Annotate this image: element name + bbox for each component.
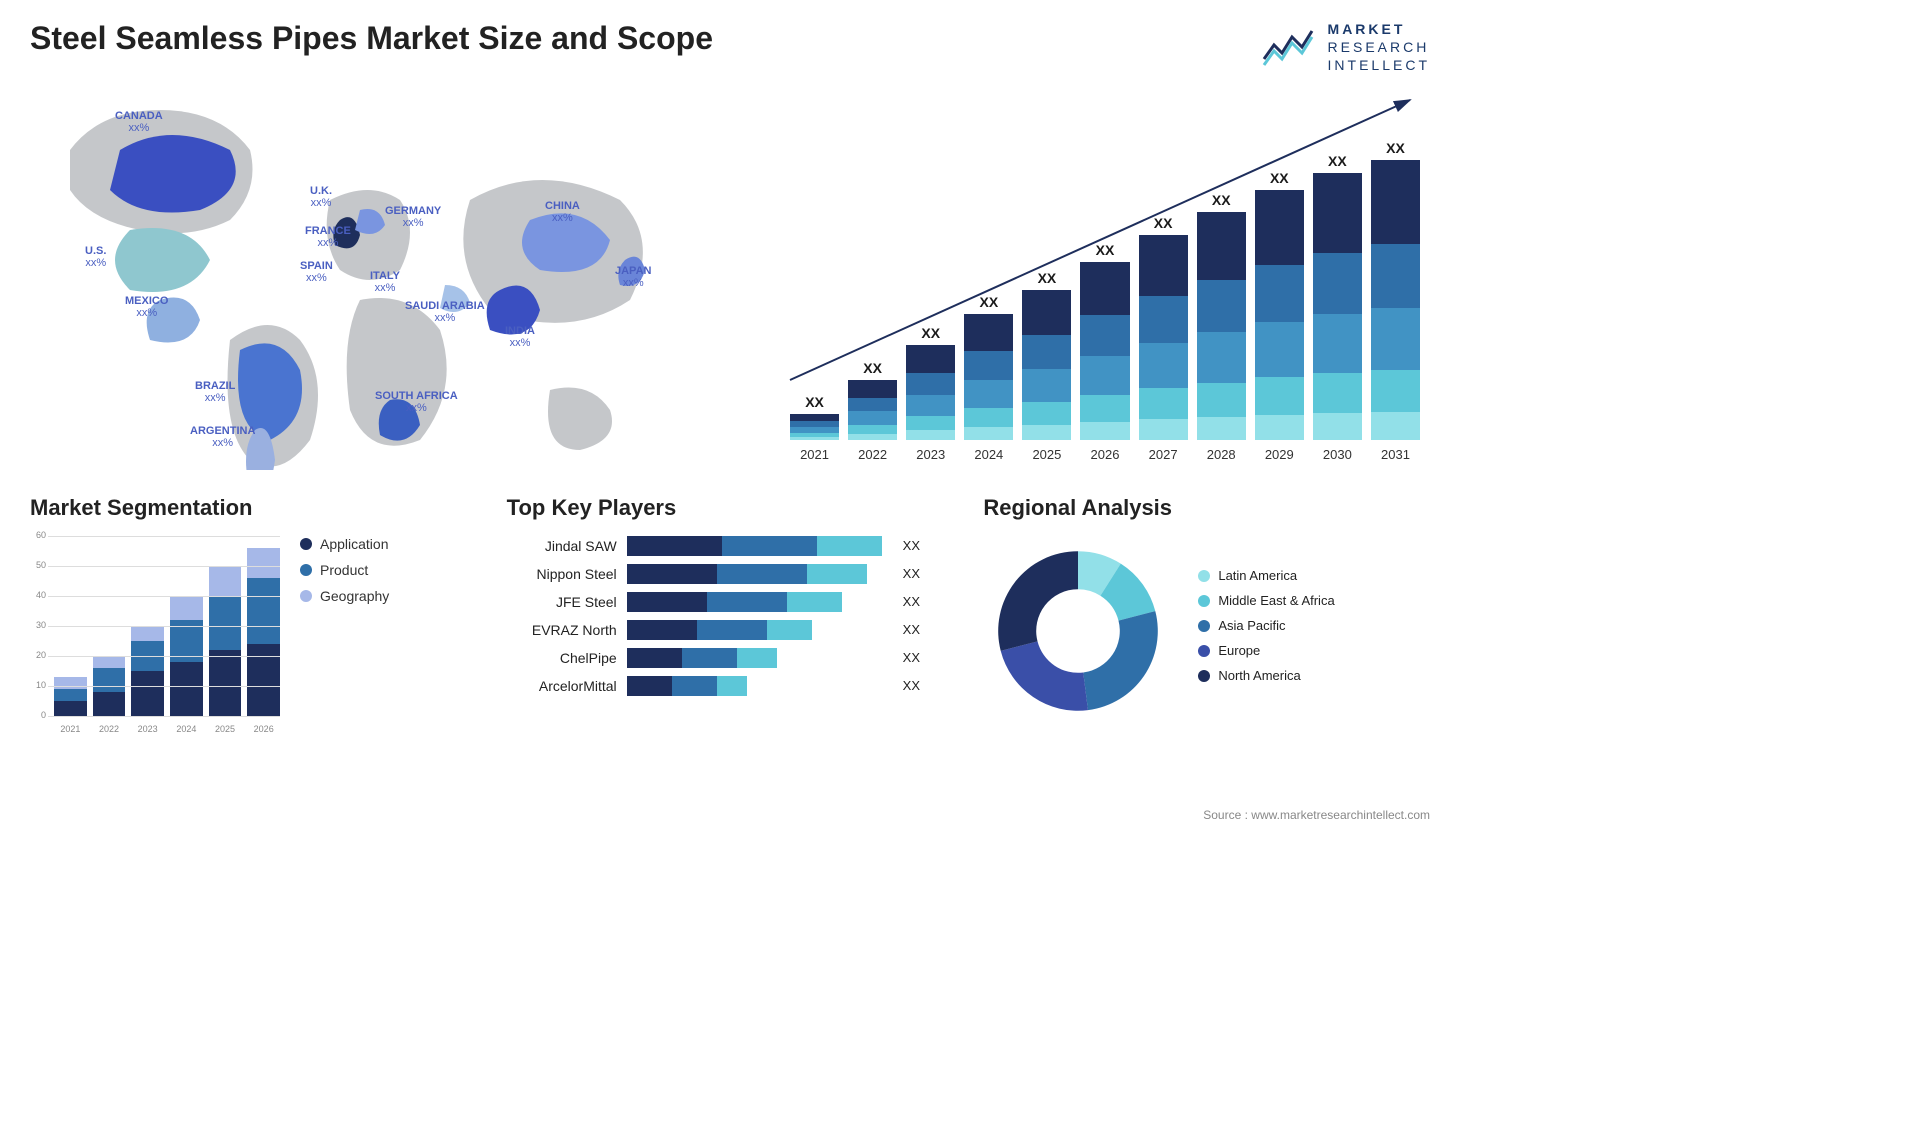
world-map: CANADAxx% U.S.xx% MEXICOxx% BRAZILxx% ARGENT… — [30, 90, 720, 470]
logo-line2: RESEARCH — [1328, 38, 1430, 56]
kp-row: EVRAZ NorthXX — [507, 620, 954, 640]
country-label-saudiarabia: SAUDI ARABIAxx% — [405, 300, 485, 324]
regional-legend: Latin America Middle East & Africa Asia Pa… — [1198, 568, 1334, 693]
main-bar-2023: XX — [906, 325, 955, 440]
ra-legend-item: Europe — [1198, 643, 1334, 658]
main-bar-2022: XX — [848, 360, 897, 440]
key-players-panel: Top Key Players Jindal SAWXX Nippon Steel… — [507, 495, 954, 736]
seg-bar-2023 — [131, 626, 164, 716]
main-bar-2028: XX — [1197, 192, 1246, 440]
kp-row: ArcelorMittalXX — [507, 676, 954, 696]
main-bar-value-label: XX — [979, 294, 998, 310]
main-year-label: 2022 — [848, 447, 897, 462]
main-bar-2021: XX — [790, 394, 839, 440]
country-label-china: CHINAxx% — [545, 200, 580, 224]
logo-line3: INTELLECT — [1328, 56, 1430, 74]
main-bar-2024: XX — [964, 294, 1013, 440]
main-year-label: 2025 — [1022, 447, 1071, 462]
seg-bar-2021 — [54, 677, 87, 716]
ra-legend-item: Middle East & Africa — [1198, 593, 1334, 608]
main-bar-value-label: XX — [1270, 170, 1289, 186]
country-label-japan: JAPANxx% — [615, 265, 651, 289]
main-year-label: 2027 — [1139, 447, 1188, 462]
country-label-italy: ITALYxx% — [370, 270, 400, 294]
country-label-southafrica: SOUTH AFRICAxx% — [375, 390, 458, 414]
seg-legend-item: Application — [300, 536, 477, 552]
main-year-label: 2029 — [1255, 447, 1304, 462]
segmentation-title: Market Segmentation — [30, 495, 477, 521]
main-year-label: 2024 — [964, 447, 1013, 462]
segmentation-panel: Market Segmentation 0102030405060 202120… — [30, 495, 477, 736]
seg-legend-item: Geography — [300, 588, 477, 604]
country-label-uk: U.K.xx% — [310, 185, 332, 209]
kp-row: Jindal SAWXX — [507, 536, 954, 556]
main-bar-value-label: XX — [1154, 215, 1173, 231]
main-growth-chart: XX XX XX XX XX XX XX XX XX XX XX 2021 2022 2023 2024 2… — [770, 90, 1430, 470]
donut-slice — [1084, 611, 1159, 710]
main-bar-value-label: XX — [1038, 270, 1057, 286]
segmentation-chart: 0102030405060 202120222023202420252026 — [30, 536, 280, 736]
main-year-label: 2031 — [1371, 447, 1420, 462]
main-bar-2025: XX — [1022, 270, 1071, 440]
main-bar-2030: XX — [1313, 153, 1362, 440]
main-bar-value-label: XX — [1328, 153, 1347, 169]
main-year-label: 2026 — [1080, 447, 1129, 462]
main-bar-value-label: XX — [921, 325, 940, 341]
country-label-mexico: MEXICOxx% — [125, 295, 168, 319]
main-year-label: 2023 — [906, 447, 955, 462]
brand-logo: MARKET RESEARCH INTELLECT — [1262, 20, 1430, 75]
country-label-argentina: ARGENTINAxx% — [190, 425, 255, 449]
segmentation-legend: Application Product Geography — [300, 536, 477, 736]
main-year-label: 2021 — [790, 447, 839, 462]
regional-donut — [983, 536, 1173, 726]
kp-row: JFE SteelXX — [507, 592, 954, 612]
country-label-india: INDIAxx% — [505, 325, 535, 349]
kp-row: ChelPipeXX — [507, 648, 954, 668]
ra-legend-item: Asia Pacific — [1198, 618, 1334, 633]
country-label-spain: SPAINxx% — [300, 260, 333, 284]
kp-row: Nippon SteelXX — [507, 564, 954, 584]
source-attribution: Source : www.marketresearchintellect.com — [1203, 808, 1430, 822]
main-bar-value-label: XX — [1386, 140, 1405, 156]
donut-slice — [999, 551, 1079, 651]
main-bar-2027: XX — [1139, 215, 1188, 440]
regional-panel: Regional Analysis Latin America Middle Ea… — [983, 495, 1430, 736]
main-year-label: 2030 — [1313, 447, 1362, 462]
country-label-germany: GERMANYxx% — [385, 205, 441, 229]
key-players-chart: Jindal SAWXX Nippon SteelXX JFE SteelXX EVR… — [507, 536, 954, 696]
main-bar-value-label: XX — [1096, 242, 1115, 258]
main-bar-2031: XX — [1371, 140, 1420, 440]
key-players-title: Top Key Players — [507, 495, 954, 521]
main-bar-2026: XX — [1080, 242, 1129, 440]
logo-line1: MARKET — [1328, 21, 1406, 37]
main-bar-2029: XX — [1255, 170, 1304, 440]
country-label-us: U.S.xx% — [85, 245, 106, 269]
page-title: Steel Seamless Pipes Market Size and Sco… — [30, 20, 713, 57]
logo-icon — [1262, 27, 1318, 67]
country-label-brazil: BRAZILxx% — [195, 380, 235, 404]
main-bar-value-label: XX — [863, 360, 882, 376]
donut-slice — [1001, 641, 1088, 710]
main-bar-value-label: XX — [805, 394, 824, 410]
seg-bar-2026 — [247, 548, 280, 716]
ra-legend-item: Latin America — [1198, 568, 1334, 583]
main-year-label: 2028 — [1197, 447, 1246, 462]
ra-legend-item: North America — [1198, 668, 1334, 683]
regional-title: Regional Analysis — [983, 495, 1430, 521]
seg-legend-item: Product — [300, 562, 477, 578]
seg-bar-2025 — [209, 566, 242, 716]
country-label-france: FRANCExx% — [305, 225, 351, 249]
country-label-canada: CANADAxx% — [115, 110, 163, 134]
main-bar-value-label: XX — [1212, 192, 1231, 208]
